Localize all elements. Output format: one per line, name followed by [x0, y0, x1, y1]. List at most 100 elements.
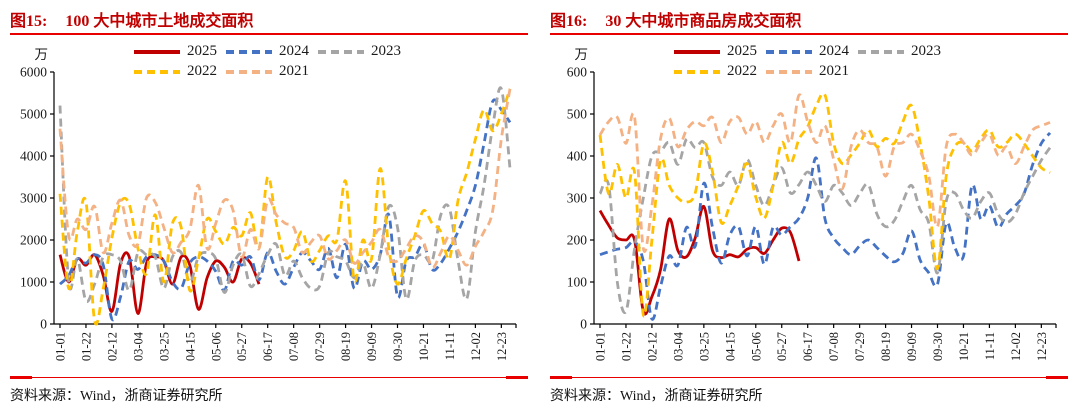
x-axis-tick-label: 07-29 — [853, 332, 867, 361]
x-axis-tick-label: 06-17 — [261, 332, 275, 361]
legend-swatch-2023 — [318, 49, 364, 54]
legend-swatch-2023 — [858, 49, 904, 54]
y-axis-tick-label: 0 — [580, 317, 587, 332]
legend-item-2021: 2021 — [766, 64, 849, 79]
legend-item-2023: 2023 — [318, 44, 401, 59]
x-axis-tick-label: 11-11 — [983, 332, 997, 360]
figure-16-title: 图16: 30 大中城市商品房成交面积 — [550, 7, 1068, 30]
legend-swatch-2024 — [226, 49, 272, 54]
x-axis-tick-label: 08-19 — [879, 332, 893, 361]
x-axis-tick-label: 05-06 — [749, 332, 763, 361]
y-axis-tick-label: 200 — [567, 233, 588, 248]
housing-area-chart-area: 0 100 200 300 400 500 600 万 01-01 01-22 02-12 03-04… — [550, 36, 1068, 376]
x-axis-tick-label: 05-27 — [235, 332, 249, 361]
legend-swatch-2021 — [766, 69, 812, 74]
source-text: 资料来源：Wind，浙商证券研究所 — [10, 389, 223, 404]
legend-label: 2024 — [819, 43, 849, 59]
figure-16-panel: 图16: 30 大中城市商品房成交面积 0 100 200 300 400 500 600 万… — [540, 0, 1080, 415]
source-rule — [10, 376, 528, 379]
x-axis-tick-label: 06-17 — [801, 332, 815, 361]
series-line-2021 — [58, 88, 512, 269]
figure-15-title: 图15: 100 大中城市土地成交面积 — [10, 7, 528, 30]
figure-15-title-text: 100 大中城市土地成交面积 — [65, 13, 254, 30]
x-axis-tick-label: 12-02 — [1009, 332, 1023, 361]
x-axis-tick-label: 01-01 — [54, 332, 68, 361]
x-axis-tick-label: 02-12 — [645, 332, 659, 361]
y-axis-tick-label: 300 — [567, 191, 588, 206]
x-axis-tick-label: 09-30 — [391, 332, 405, 361]
x-axis-tick-label: 03-25 — [697, 332, 711, 361]
x-axis-tick-label: 09-09 — [905, 332, 919, 361]
y-axis-tick-label: 100 — [567, 275, 588, 290]
x-axis-tick-label: 11-11 — [443, 332, 457, 360]
figure-16-label: 图16: — [550, 13, 588, 30]
y-axis-tick-label: 1000 — [20, 275, 47, 290]
series-line-2023 — [58, 86, 512, 304]
figure-15-panel: 图15: 100 大中城市土地成交面积 0 1000 2000 3000 4000 500… — [10, 7, 528, 404]
x-axis-tick-label: 01-22 — [79, 332, 93, 361]
y-axis-tick-label: 6000 — [20, 65, 47, 80]
chart-legend: 2025 2024 2023 2022 2021 — [674, 44, 950, 79]
x-axis-tick-label: 12-02 — [469, 332, 483, 361]
figure-15-label: 图15: — [10, 13, 48, 30]
legend-swatch-2024 — [766, 49, 812, 54]
legend-item-2022: 2022 — [674, 64, 757, 79]
x-axis-tick-label: 03-25 — [157, 332, 171, 361]
legend-row: 2022 2021 — [134, 64, 410, 79]
legend-swatch-2025 — [674, 49, 720, 54]
land-area-chart: 0 1000 2000 3000 4000 5000 6000 万 01-01 01-22 02-1… — [20, 47, 517, 361]
x-axis-tick-label: 09-09 — [365, 332, 379, 361]
y-axis-unit-label: 万 — [575, 47, 589, 62]
legend-row: 2022 2021 — [674, 64, 950, 79]
series-line-2021 — [598, 93, 1051, 253]
x-axis-tick-label: 07-08 — [287, 332, 301, 361]
y-axis-tick-label: 3000 — [20, 191, 47, 206]
figure-16-title-text: 30 大中城市商品房成交面积 — [605, 13, 802, 30]
source-text: 资料来源：Wind，浙商证券研究所 — [550, 389, 763, 404]
x-axis-tick-label: 09-30 — [931, 332, 945, 361]
series-line-2022 — [598, 91, 1051, 318]
x-axis-tick-label: 04-15 — [183, 332, 197, 361]
x-axis-tick-label: 07-29 — [313, 332, 327, 361]
x-axis-tick-label: 01-01 — [594, 332, 608, 361]
x-axis-tick-label: 01-22 — [619, 332, 633, 361]
legend-item-2025: 2025 — [134, 44, 217, 59]
x-axis-tick-label: 05-06 — [209, 332, 223, 361]
y-axis-tick-label: 500 — [567, 107, 588, 122]
y-axis-tick-label: 0 — [40, 317, 47, 332]
y-axis-tick-label: 600 — [567, 65, 588, 80]
legend-item-2022: 2022 — [134, 64, 217, 79]
legend-label: 2021 — [279, 63, 309, 79]
legend-label: 2023 — [371, 43, 401, 59]
legend-item-2023: 2023 — [858, 44, 941, 59]
x-axis-tick-label: 10-21 — [957, 332, 971, 361]
legend-swatch-2022 — [134, 69, 180, 74]
series-line-2024 — [599, 131, 1052, 321]
legend-label: 2022 — [187, 63, 217, 79]
x-axis-tick-label: 12-23 — [1035, 332, 1049, 361]
legend-row: 2025 2024 2023 — [134, 44, 410, 59]
legend-swatch-2025 — [134, 49, 180, 54]
source-rule — [550, 376, 1068, 379]
chart-legend: 2025 2024 2023 2022 2021 — [134, 44, 410, 79]
x-axis-tick-label: 08-19 — [339, 332, 353, 361]
legend-item-2021: 2021 — [226, 64, 309, 79]
x-axis-tick-label: 05-27 — [775, 332, 789, 361]
legend-item-2025: 2025 — [674, 44, 757, 59]
y-axis-tick-label: 4000 — [20, 149, 47, 164]
title-rule — [550, 33, 1068, 35]
x-axis-tick-label: 12-23 — [495, 332, 509, 361]
legend-label: 2021 — [819, 63, 849, 79]
x-axis-tick-label: 04-15 — [723, 332, 737, 361]
legend-label: 2022 — [727, 63, 757, 79]
legend-label: 2025 — [727, 43, 757, 59]
x-axis-tick-label: 10-21 — [417, 332, 431, 361]
legend-swatch-2021 — [226, 69, 272, 74]
legend-item-2024: 2024 — [226, 44, 309, 59]
legend-label: 2024 — [279, 43, 309, 59]
y-axis-tick-label: 2000 — [20, 233, 47, 248]
x-axis-tick-label: 03-04 — [131, 331, 145, 361]
legend-label: 2023 — [911, 43, 941, 59]
x-axis-tick-label: 03-04 — [671, 331, 685, 361]
